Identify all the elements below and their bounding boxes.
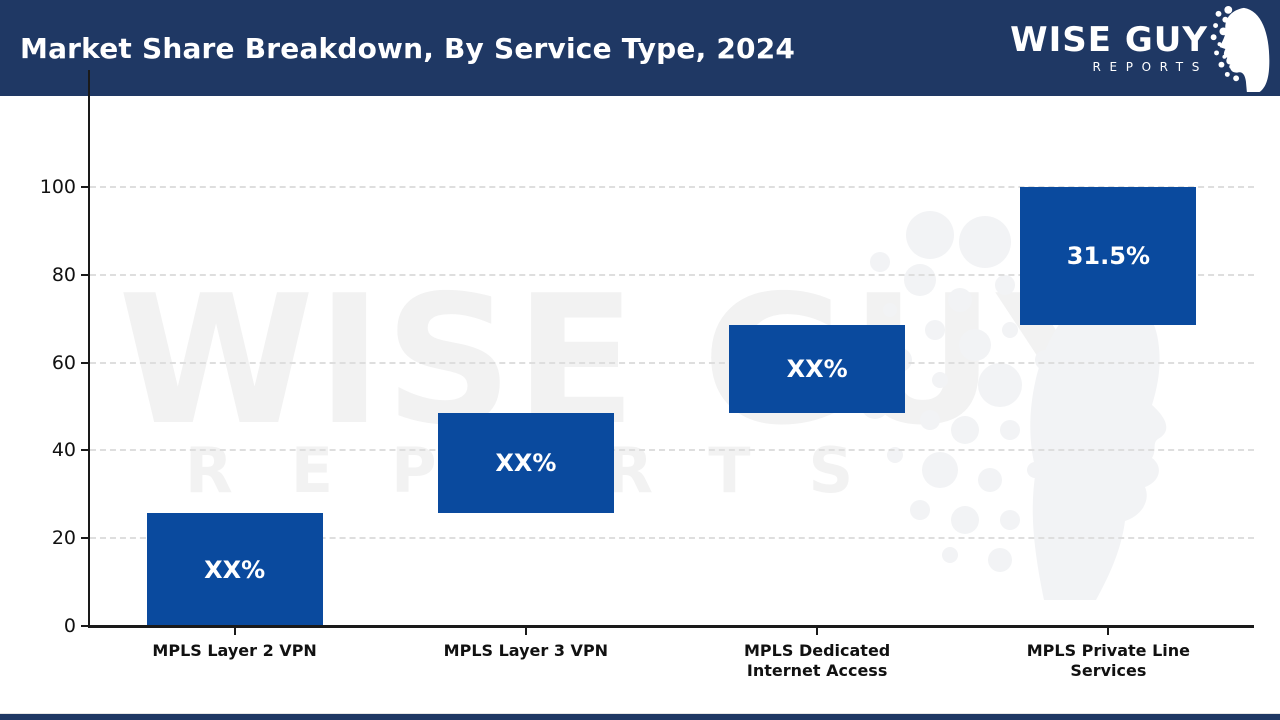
header: Market Share Breakdown, By Service Type,… (0, 0, 1280, 96)
watermark-face-icon (861, 211, 1167, 600)
bar-segment: XX% (437, 412, 614, 514)
face-profile-icon (1210, 5, 1270, 92)
x-tick-label: MPLS Layer 2 VPN (152, 641, 317, 660)
gridline (90, 537, 1254, 540)
y-tick-label: 60 (51, 351, 76, 374)
gridline (90, 273, 1254, 276)
y-tick-mark (81, 273, 88, 276)
gridline (90, 361, 1254, 364)
y-tick-mark (81, 361, 88, 364)
y-tick-mark (81, 186, 88, 188)
y-tick-label: 20 (51, 527, 76, 550)
bar-segment: XX% (729, 325, 906, 413)
x-axis-spine (88, 625, 1254, 628)
gridline (90, 186, 1254, 188)
bar-segment: 31.5% (1020, 187, 1197, 326)
y-tick-label: 0 (63, 615, 76, 637)
page-title: Market Share Breakdown, By Service Type,… (20, 31, 796, 65)
y-tick-mark (81, 537, 88, 540)
x-tick-mark (816, 628, 819, 635)
bar-segment: XX% (146, 513, 323, 626)
plot-area: WISE GUY REPORTS (0, 70, 1280, 714)
y-tick-label: 40 (51, 439, 76, 462)
bar-value-label: XX% (204, 555, 266, 584)
y-tick-mark (81, 449, 88, 452)
x-tick-label: MPLS Private Line Services (1026, 641, 1190, 680)
x-tick-mark (1107, 628, 1110, 635)
bar-value-label: XX% (495, 448, 557, 477)
x-tick-label: MPLS Dedicated Internet Access (744, 641, 891, 680)
logo-text: WISE GUY REPORTS (1010, 22, 1208, 74)
logo-wordmark: WISE GUY (1010, 20, 1208, 60)
bar-value-label: XX% (786, 354, 848, 383)
y-axis-spine (88, 70, 90, 627)
x-tick-label: MPLS Layer 3 VPN (443, 641, 609, 660)
footer-bar (0, 713, 1280, 720)
x-tick-mark (524, 628, 527, 635)
y-tick-mark (81, 625, 88, 627)
wise-guy-reports-logo: WISE GUY REPORTS (1010, 4, 1280, 92)
x-tick-mark (233, 628, 236, 635)
y-tick-label: 80 (51, 263, 76, 286)
logo-subtitle: REPORTS (1092, 60, 1208, 74)
bar-value-label: 31.5% (1066, 242, 1150, 271)
gridline (90, 449, 1254, 452)
y-tick-label: 100 (39, 176, 76, 198)
